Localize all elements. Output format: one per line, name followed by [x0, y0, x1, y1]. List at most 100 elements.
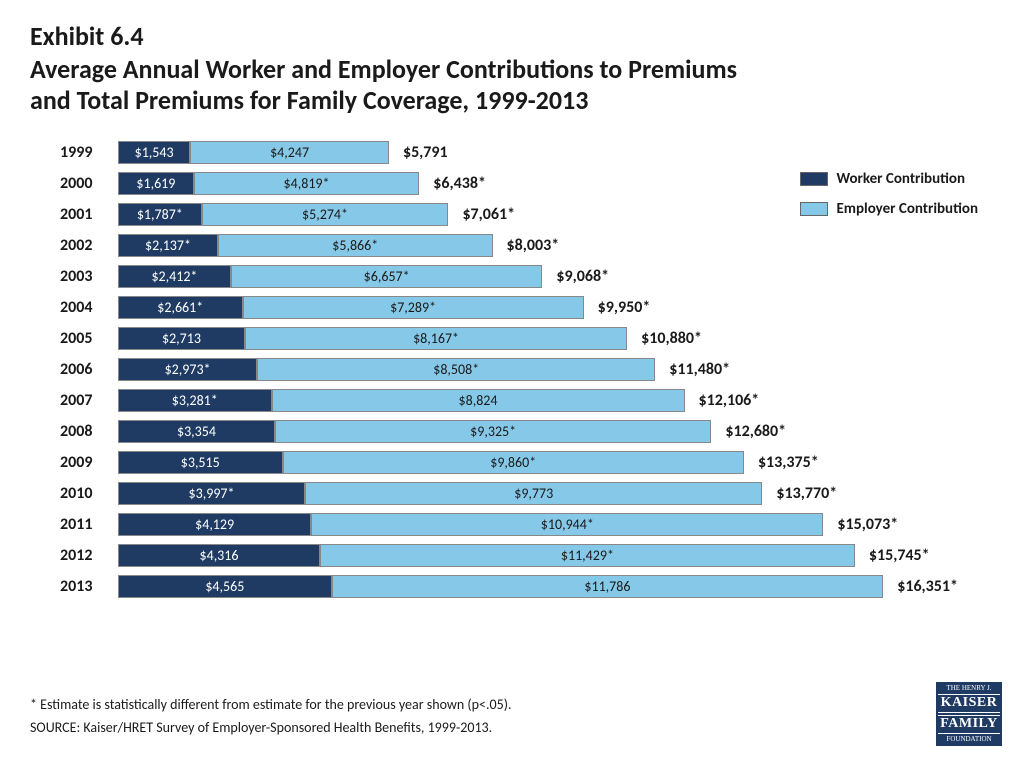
employer-segment: $5,866*	[218, 234, 493, 257]
bar-row: 2011$4,129$10,944* $15,073*	[60, 510, 994, 538]
bar-container: $1,543$4,247 $5,791	[118, 141, 448, 164]
kaiser-logo: THE HENRY J. KAISER FAMILY FOUNDATION	[936, 682, 1002, 746]
total-label: $10,880*	[641, 329, 702, 348]
bar-container: $2,973*$8,508* $11,480*	[118, 358, 730, 381]
total-label: $11,480*	[669, 360, 730, 379]
year-label: 2003	[60, 267, 118, 286]
logo-line-bottom: FOUNDATION	[938, 736, 1000, 743]
worker-segment: $2,973*	[118, 358, 257, 381]
bar-container: $2,661*$7,289* $9,950*	[118, 296, 650, 319]
logo-line-kaiser: KAISER	[938, 694, 1000, 713]
total-label: $15,745*	[869, 546, 930, 565]
worker-segment: $4,565	[118, 575, 332, 598]
year-label: 2006	[60, 360, 118, 379]
year-label: 2013	[60, 577, 118, 596]
bar-row: 2009$3,515$9,860* $13,375*	[60, 448, 994, 476]
worker-segment: $2,713	[118, 327, 245, 350]
year-label: 2000	[60, 174, 118, 193]
total-label: $12,106*	[699, 391, 760, 410]
worker-segment: $2,137*	[118, 234, 218, 257]
bar-container: $3,997*$9,773 $13,770*	[118, 482, 837, 505]
employer-segment: $9,860*	[283, 451, 744, 474]
bar-row: 2005$2,713$8,167*$10,880*	[60, 324, 994, 352]
bar-container: $1,787*$5,274* $7,061*	[118, 203, 515, 226]
chart-heading: Exhibit 6.4 Average Annual Worker and Em…	[30, 20, 994, 116]
bar-container: $4,316$11,429* $15,745*	[118, 544, 930, 567]
bar-container: $2,137*$5,866* $8,003*	[118, 234, 559, 257]
legend-item-employer: Employer Contribution	[800, 200, 978, 218]
employer-segment: $11,429*	[320, 544, 855, 567]
bar-row: 2013$4,565$11,786 $16,351*	[60, 572, 994, 600]
worker-segment: $1,619	[118, 172, 194, 195]
bar-container: $1,619$4,819* $6,438*	[118, 172, 486, 195]
year-label: 2009	[60, 453, 118, 472]
worker-segment: $3,515	[118, 451, 283, 474]
bar-row: 1999$1,543$4,247$5,791	[60, 138, 994, 166]
footnote-text: * Estimate is statistically different fr…	[30, 696, 512, 713]
employer-segment: $7,289*	[243, 296, 584, 319]
chart-legend: Worker Contribution Employer Contributio…	[800, 170, 978, 230]
legend-label-employer: Employer Contribution	[836, 200, 978, 218]
year-label: 2002	[60, 236, 118, 255]
employer-segment: $8,508*	[257, 358, 655, 381]
worker-segment: $1,787*	[118, 203, 202, 226]
total-label: $13,375*	[758, 453, 819, 472]
bar-row: 2008$3,354$9,325* $12,680*	[60, 417, 994, 445]
employer-segment: $6,657*	[231, 265, 543, 288]
bar-container: $3,281*$8,824$12,106*	[118, 389, 759, 412]
bar-row: 2007$3,281*$8,824$12,106*	[60, 386, 994, 414]
bar-row: 2003$2,412*$6,657* $9,068*	[60, 262, 994, 290]
employer-segment: $4,247	[190, 141, 389, 164]
year-label: 2010	[60, 484, 118, 503]
logo-line-family: FAMILY	[938, 715, 1000, 734]
chart-title-line2: and Total Premiums for Family Coverage, …	[30, 85, 994, 116]
total-label: $8,003*	[507, 236, 560, 255]
worker-segment: $2,412*	[118, 265, 231, 288]
year-label: 2008	[60, 422, 118, 441]
legend-swatch-employer	[800, 202, 828, 216]
employer-segment: $11,786	[332, 575, 884, 598]
legend-item-worker: Worker Contribution	[800, 170, 978, 188]
total-label: $9,950*	[598, 298, 651, 317]
employer-segment: $9,325*	[275, 420, 711, 443]
employer-segment: $8,824	[272, 389, 685, 412]
worker-segment: $1,543	[118, 141, 190, 164]
total-label: $7,061*	[462, 205, 515, 224]
exhibit-number: Exhibit 6.4	[30, 20, 994, 52]
employer-segment: $10,944*	[311, 513, 823, 536]
footnotes: * Estimate is statistically different fr…	[30, 696, 512, 742]
total-label: $13,770*	[776, 484, 837, 503]
legend-swatch-worker	[800, 172, 828, 186]
bar-row: 2006$2,973*$8,508* $11,480*	[60, 355, 994, 383]
year-label: 2004	[60, 298, 118, 317]
worker-segment: $2,661*	[118, 296, 243, 319]
bar-container: $2,412*$6,657* $9,068*	[118, 265, 609, 288]
year-label: 2011	[60, 515, 118, 534]
employer-segment: $4,819*	[194, 172, 420, 195]
total-label: $16,351*	[897, 577, 958, 596]
total-label: $12,680*	[725, 422, 786, 441]
bar-row: 2004$2,661*$7,289* $9,950*	[60, 293, 994, 321]
bar-row: 2002$2,137*$5,866* $8,003*	[60, 231, 994, 259]
bar-row: 2012$4,316$11,429* $15,745*	[60, 541, 994, 569]
bar-container: $4,565$11,786 $16,351*	[118, 575, 958, 598]
employer-segment: $9,773	[305, 482, 762, 505]
total-label: $5,791	[403, 143, 448, 162]
employer-segment: $5,274*	[202, 203, 449, 226]
bar-container: $2,713$8,167* $10,880*	[118, 327, 702, 350]
bar-row: 2010$3,997*$9,773 $13,770*	[60, 479, 994, 507]
employer-segment: $8,167*	[245, 327, 627, 350]
year-label: 2012	[60, 546, 118, 565]
bar-container: $3,354$9,325* $12,680*	[118, 420, 786, 443]
logo-line-top: THE HENRY J.	[938, 685, 1000, 692]
total-label: $15,073*	[837, 515, 898, 534]
total-label: $9,068*	[556, 267, 609, 286]
bar-container: $3,515$9,860* $13,375*	[118, 451, 819, 474]
bar-container: $4,129$10,944* $15,073*	[118, 513, 898, 536]
legend-label-worker: Worker Contribution	[836, 170, 965, 188]
worker-segment: $4,129	[118, 513, 311, 536]
worker-segment: $3,997*	[118, 482, 305, 505]
total-label: $6,438*	[433, 174, 486, 193]
worker-segment: $4,316	[118, 544, 320, 567]
worker-segment: $3,354	[118, 420, 275, 443]
